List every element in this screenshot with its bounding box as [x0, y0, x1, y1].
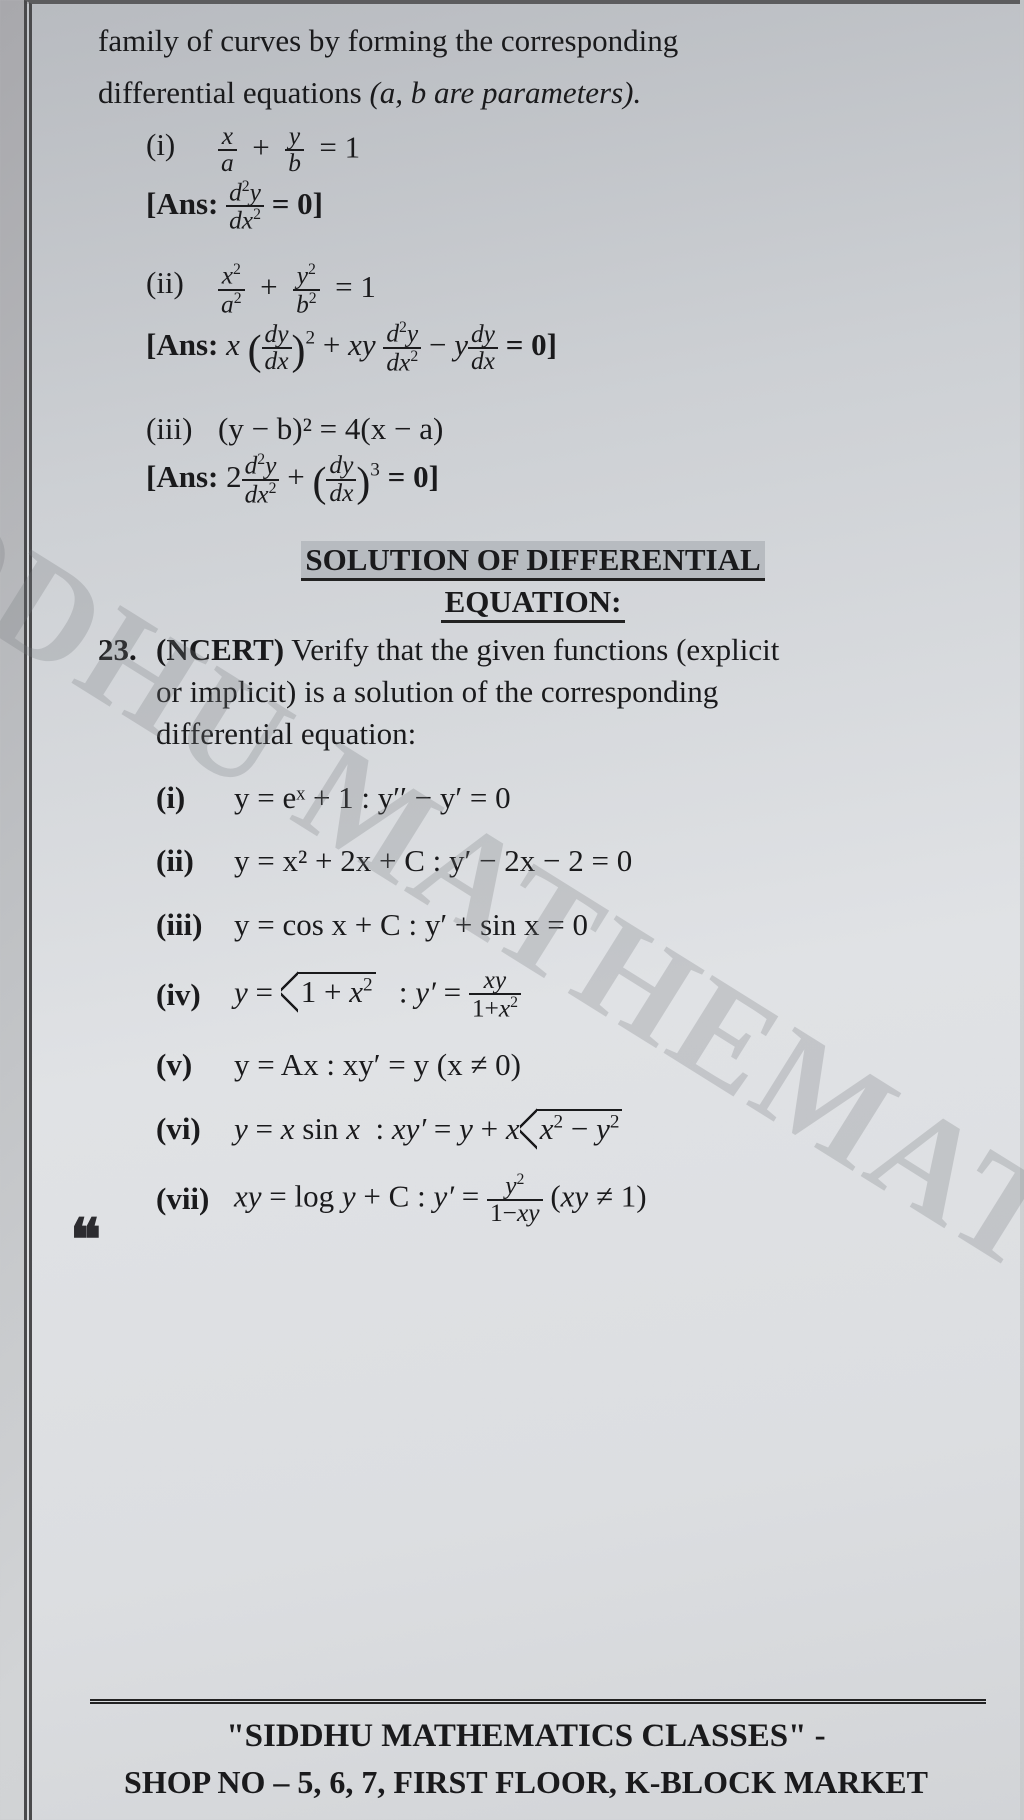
- q23-i: (i) y = eˣ + 1 : y′′ − y′ = 0: [156, 777, 968, 819]
- ans-suffix: = 0]: [506, 327, 557, 362]
- section-line-2: EQUATION:: [441, 583, 626, 623]
- intro-line-2: differential equations (a, b are paramet…: [98, 72, 968, 114]
- q22-ii: (ii) x2a2 + y2b2 = 1: [146, 262, 968, 318]
- q23-vi-label: (vi): [156, 1108, 234, 1150]
- q22-iii-label: (iii): [146, 408, 218, 450]
- q22-iii-answer: [Ans: 2d2ydx2 + (dydx)3 = 0]: [146, 452, 968, 512]
- intro-line-1: family of curves by forming the correspo…: [98, 20, 968, 62]
- q23-vii: (vii) xy = log y + C : y′ = y21−xy (xy ≠…: [156, 1172, 968, 1226]
- q23-vi-equation: y = x sin x : xy′ = y + xx2 − y2: [234, 1108, 622, 1150]
- q22-i-label: (i): [146, 124, 218, 177]
- q23-ii-label: (ii): [156, 840, 234, 882]
- q23-number: 23.: [98, 629, 156, 755]
- section-line-1: SOLUTION OF DIFFERENTIAL: [301, 541, 764, 581]
- page-footer: "SIDDHU MATHEMATICS CLASSES" - SHOP NO –…: [32, 1699, 1020, 1804]
- q23-text-1: Verify that the given functions (explici…: [291, 632, 779, 667]
- q23-iv-equation: y = 1 + x2 : y′ = xy1+x2: [234, 968, 521, 1022]
- q23-vi: (vi) y = x sin x : xy′ = y + xx2 − y2: [156, 1108, 968, 1150]
- ans-prefix: [Ans:: [146, 186, 218, 221]
- ans-suffix: = 0]: [272, 186, 323, 221]
- q22-i: (i) xa + yb = 1: [146, 124, 968, 177]
- q23-body: (NCERT) Verify that the given functions …: [156, 629, 779, 755]
- q22-ii-answer: [Ans: x (dydx)2 + xy d2ydx2 − ydydx = 0]: [146, 320, 968, 380]
- intro-line-2a: differential equations: [98, 75, 362, 110]
- q23-vii-label: (vii): [156, 1178, 234, 1220]
- quote-mark: ❝: [70, 1202, 101, 1280]
- q23-ii: (ii) y = x² + 2x + C : y′ − 2x − 2 = 0: [156, 840, 968, 882]
- intro-params: (a, b are parameters).: [369, 75, 641, 110]
- q23-ii-equation: y = x² + 2x + C : y′ − 2x − 2 = 0: [234, 840, 632, 882]
- ans-prefix: [Ans:: [146, 459, 218, 494]
- q23-v: (v) y = Ax : xy′ = y (x ≠ 0): [156, 1044, 968, 1086]
- q23-text-3: differential equation:: [156, 716, 416, 751]
- footer-rule: [90, 1699, 986, 1704]
- q23-vii-equation: xy = log y + C : y′ = y21−xy (xy ≠ 1): [234, 1172, 647, 1226]
- footer-line-1: "SIDDHU MATHEMATICS CLASSES" -: [32, 1714, 1020, 1759]
- q23-iv: (iv) y = 1 + x2 : y′ = xy1+x2: [156, 968, 968, 1022]
- q23-source: (NCERT): [156, 632, 284, 667]
- q23-iii-equation: y = cos x + C : y′ + sin x = 0: [234, 904, 588, 946]
- page: SIDDHU MATHEMATICS family of curves by f…: [24, 0, 1020, 1820]
- q22-iii-equation: (y − b)² = 4(x − a): [218, 408, 443, 450]
- footer-line-2: SHOP NO – 5, 6, 7, FIRST FLOOR, K-BLOCK …: [32, 1761, 1020, 1804]
- q22-ii-equation: x2a2 + y2b2 = 1: [218, 262, 376, 318]
- q22-iii: (iii) (y − b)² = 4(x − a): [146, 408, 968, 450]
- q23-v-label: (v): [156, 1044, 234, 1086]
- q23-iii-label: (iii): [156, 904, 234, 946]
- q23-i-equation: y = eˣ + 1 : y′′ − y′ = 0: [234, 777, 511, 819]
- q23-iii: (iii) y = cos x + C : y′ + sin x = 0: [156, 904, 968, 946]
- section-heading: SOLUTION OF DIFFERENTIAL EQUATION:: [98, 539, 968, 623]
- q23: 23. (NCERT) Verify that the given functi…: [98, 629, 968, 755]
- q23-iv-label: (iv): [156, 974, 234, 1016]
- q23-text-2: or implicit) is a solution of the corres…: [156, 674, 718, 709]
- q23-i-label: (i): [156, 777, 234, 819]
- ans-suffix: = 0]: [388, 459, 439, 494]
- ans-prefix: [Ans:: [146, 327, 218, 362]
- q22-ii-label: (ii): [146, 262, 218, 318]
- q22-i-equation: xa + yb = 1: [218, 124, 360, 177]
- q22-i-answer: [Ans: d2ydx2 = 0]: [146, 179, 968, 235]
- q23-v-equation: y = Ax : xy′ = y (x ≠ 0): [234, 1044, 521, 1086]
